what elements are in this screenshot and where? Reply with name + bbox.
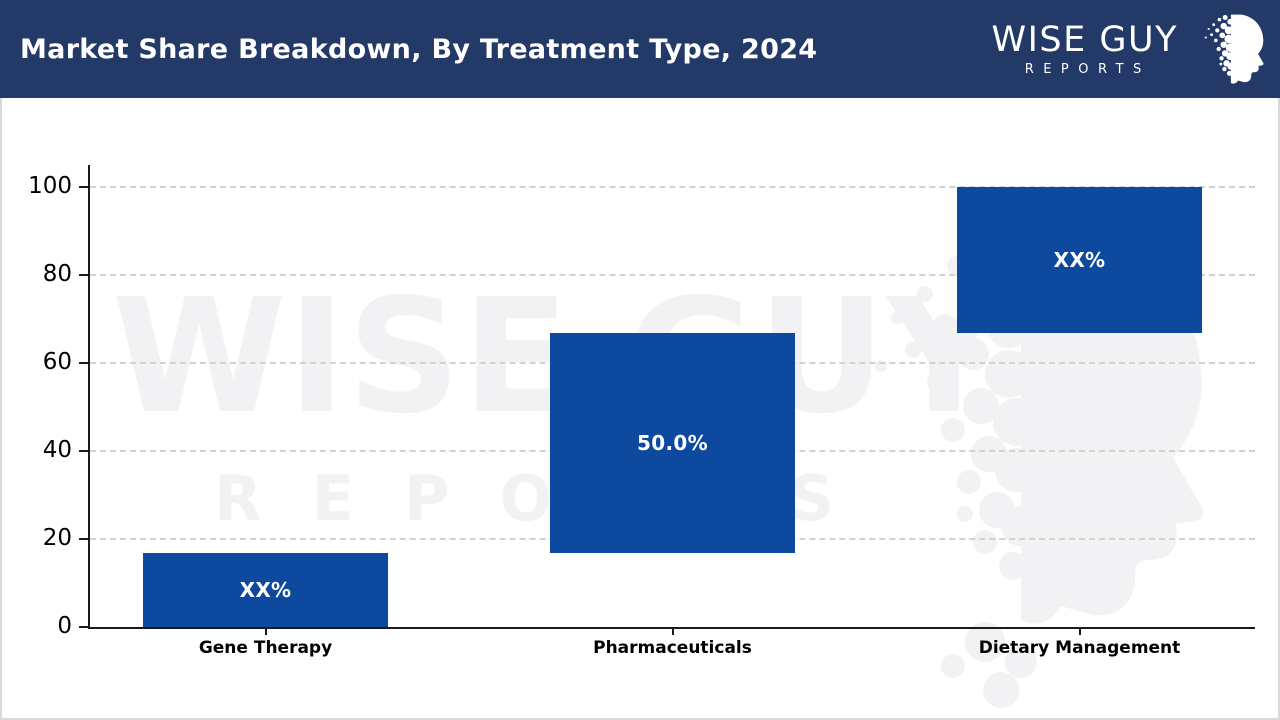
bar-value-label: 50.0% [637,431,708,456]
x-tick-mark [264,629,267,635]
chart-title: Market Share Breakdown, By Treatment Typ… [20,33,818,65]
y-tick-label: 40 [42,437,72,463]
y-tick-label: 60 [42,349,72,375]
y-tick-label: 0 [57,613,72,639]
bar: XX% [957,187,1202,334]
bar: 50.0% [550,333,795,554]
y-tick-mark [79,538,88,540]
bar-value-label: XX% [1053,248,1106,273]
y-axis-line [88,165,90,629]
y-tick-mark [79,362,88,364]
x-tick-mark [671,629,674,635]
y-tick-mark [79,626,88,628]
x-category-label: Dietary Management [978,638,1181,658]
gridline [90,274,1255,276]
y-tick-mark [79,274,88,276]
gridline [90,186,1255,188]
x-tick-mark [1078,629,1081,635]
watermark-face-icon [875,238,1204,708]
header-bar: Market Share Breakdown, By Treatment Typ… [0,0,1280,98]
y-tick-mark [79,186,88,188]
bar: XX% [143,553,388,627]
logo-subtext: REPORTS [1024,61,1151,77]
bar-value-label: XX% [239,578,292,603]
logo-face-icon [1180,13,1266,85]
logo-wordmark: WISE GUY [991,19,1178,60]
x-category-label: Gene Therapy [198,638,333,658]
y-tick-label: 20 [42,525,72,551]
x-axis-line [88,627,1255,629]
wise-guy-logo: WISE GUY REPORTS [991,13,1266,85]
plot: 0 20 40 60 80 100 XX% Gene Therapy 50.0% Pharmace… [2,98,1278,718]
logo-text: WISE GUY REPORTS [991,19,1178,77]
y-tick-mark [79,450,88,452]
y-tick-label: 100 [28,173,72,199]
x-category-label: Pharmaceuticals [593,638,752,658]
y-tick-label: 80 [42,261,72,287]
